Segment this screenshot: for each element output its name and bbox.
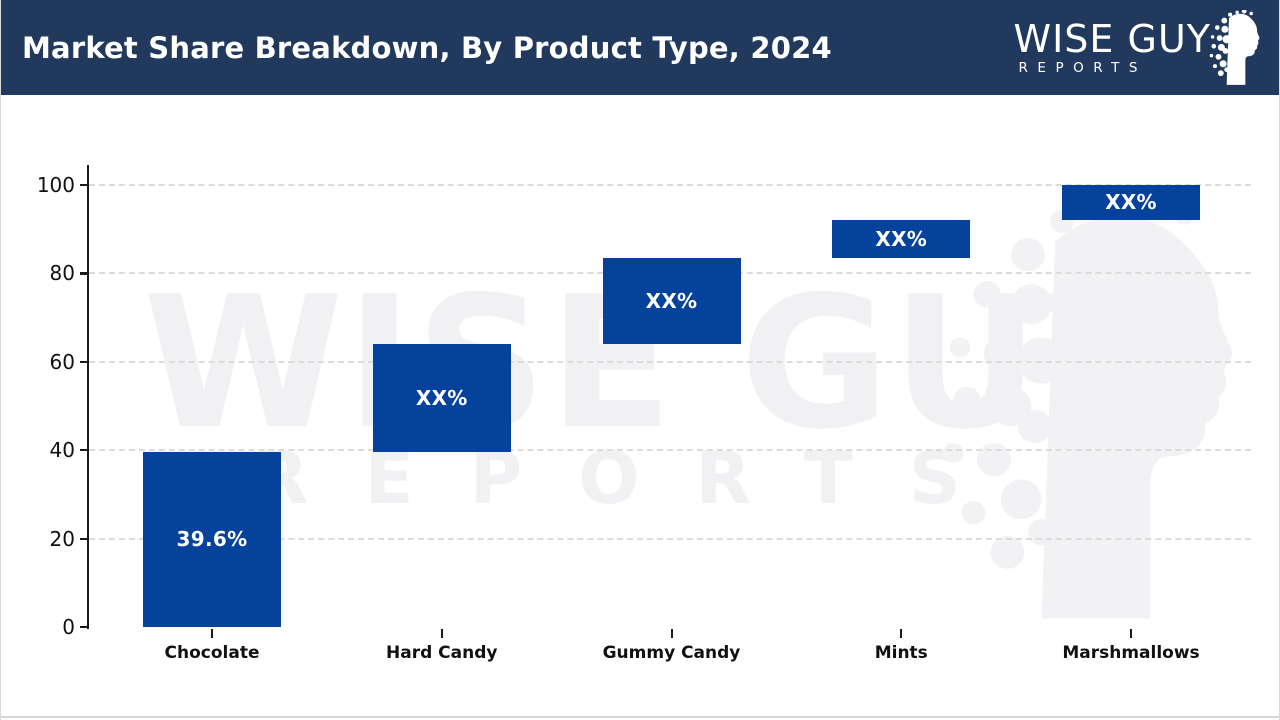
- x-tick-mark-5: [1130, 629, 1133, 638]
- logo-wordmark: WISE GUY: [1013, 16, 1211, 61]
- y-tick-label-20: 20: [49, 526, 75, 551]
- header-band: Market Share Breakdown, By Product Type,…: [1, 0, 1279, 95]
- bar-gummy-candy: XX%: [602, 257, 741, 344]
- x-category-label-3: Gummy Candy: [602, 643, 741, 663]
- y-tick-label-40: 40: [49, 438, 75, 463]
- y-tick-mark-0: [80, 626, 89, 629]
- bar-value-label: 39.6%: [176, 527, 248, 552]
- y-tick-mark-20: [80, 537, 89, 540]
- bar-value-label: XX%: [415, 385, 468, 410]
- gridline-40: [89, 449, 1251, 452]
- bottom-border-line: [1, 716, 1279, 718]
- bar-chocolate: 39.6%: [143, 451, 281, 627]
- x-category-label-2: Hard Candy: [386, 643, 498, 663]
- wise-guy-reports-logo: WISE GUY REPORTS: [1014, 10, 1267, 86]
- y-axis-line: [87, 165, 90, 629]
- y-tick-label-80: 80: [49, 261, 75, 286]
- watermark-subtitle: REPORTS: [253, 436, 1017, 520]
- gridline-20: [89, 537, 1251, 540]
- x-category-label-4: Mints: [874, 643, 928, 663]
- x-tick-mark-1: [211, 629, 214, 638]
- y-tick-mark-60: [80, 360, 89, 363]
- y-tick-mark-40: [80, 449, 89, 452]
- gridline-100: [89, 184, 1251, 186]
- x-category-label-5: Marshmallows: [1062, 643, 1200, 663]
- bar-value-label: XX%: [645, 288, 698, 313]
- x-tick-mark-4: [900, 629, 903, 638]
- bar-mints: XX%: [832, 219, 971, 258]
- chart-title: Market Share Breakdown, By Product Type,…: [22, 30, 832, 65]
- bar-marshmallows: XX%: [1062, 185, 1200, 220]
- x-category-label-1: Chocolate: [164, 643, 260, 663]
- y-tick-mark-100: [80, 184, 89, 187]
- y-tick-label-0: 0: [62, 615, 75, 639]
- y-tick-mark-80: [80, 272, 89, 275]
- logo-subtitle: REPORTS: [1018, 60, 1147, 77]
- bar-value-label: XX%: [875, 226, 928, 251]
- gridline-60: [89, 360, 1251, 363]
- logo-text: WISE GUY REPORTS: [1013, 16, 1211, 77]
- face-profile-dots-icon: [1209, 10, 1260, 85]
- plot-area: 0 20 40 60 80 100 39.6% Chocolate XX% Hard Candy X…: [1, 95, 1279, 705]
- bar-value-label: XX%: [1105, 190, 1157, 215]
- y-tick-label-100: 100: [36, 173, 75, 197]
- y-tick-label-60: 60: [49, 349, 75, 374]
- x-tick-mark-3: [670, 629, 673, 638]
- bar-hard-candy: XX%: [372, 343, 511, 452]
- x-tick-mark-2: [440, 629, 443, 638]
